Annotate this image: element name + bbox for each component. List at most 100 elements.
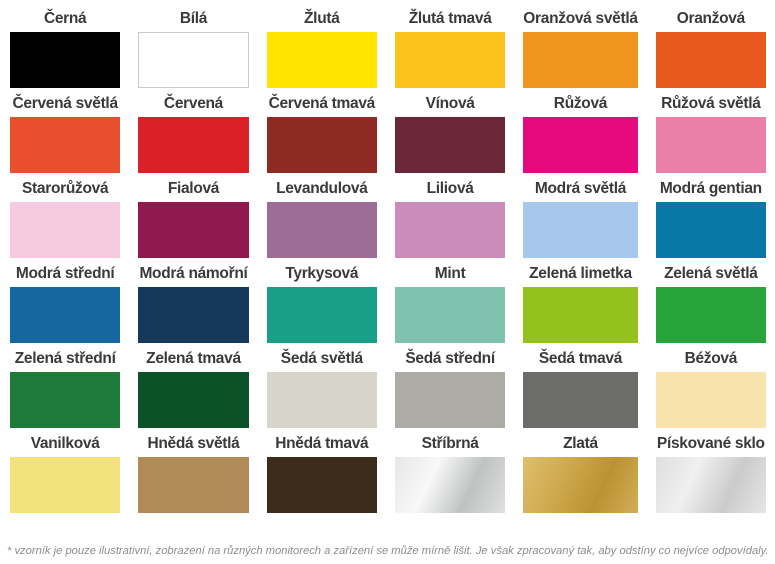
swatch-color <box>138 32 249 88</box>
swatch-cell: Žlutá <box>266 8 377 88</box>
swatch-color <box>655 202 766 258</box>
swatch-cell: Stříbrná <box>394 433 506 513</box>
swatch-cell: Mint <box>394 263 506 343</box>
swatch-label: Červená světlá <box>12 95 119 112</box>
swatch-color <box>523 117 638 173</box>
swatch-label: Levandulová <box>276 180 368 197</box>
swatch-color <box>655 287 766 343</box>
swatch-color <box>266 202 377 258</box>
swatch-color <box>138 457 249 513</box>
swatch-label: Šedá tmavá <box>538 350 623 367</box>
swatch-label: Vanilková <box>30 435 100 452</box>
swatch-label: Růžová <box>553 95 608 112</box>
swatch-label: Žlutá tmavá <box>408 10 492 27</box>
swatch-color <box>523 32 638 88</box>
swatch-cell: Tyrkysová <box>266 263 377 343</box>
swatch-cell: Růžová <box>523 93 638 173</box>
swatch-label: Béžová <box>684 350 738 367</box>
swatch-label: Hnědá tmavá <box>275 435 369 452</box>
swatch-cell: Červená tmavá <box>266 93 377 173</box>
swatch-cell: Hnědá světlá <box>138 433 249 513</box>
swatch-label: Oranžová <box>676 10 746 27</box>
swatch-cell: Žlutá tmavá <box>394 8 506 88</box>
swatch-cell: Zlatá <box>523 433 638 513</box>
swatch-cell: Pískované sklo <box>655 433 766 513</box>
swatch-cell: Vínová <box>394 93 506 173</box>
swatch-color <box>138 117 249 173</box>
swatch-cell: Zelená střední <box>10 348 121 428</box>
swatch-label: Modrá střední <box>15 265 115 282</box>
swatch-color <box>10 287 121 343</box>
swatch-label: Bílá <box>179 10 208 27</box>
swatch-label: Pískované sklo <box>656 435 765 452</box>
swatch-cell: Černá <box>10 8 121 88</box>
swatch-cell: Starorůžová <box>10 178 121 258</box>
swatch-color <box>10 372 121 428</box>
swatch-label: Oranžová světlá <box>523 10 638 27</box>
swatch-cell: Bílá <box>138 8 249 88</box>
swatch-color <box>655 372 766 428</box>
swatch-label: Stříbrná <box>421 435 479 452</box>
swatch-cell: Šedá tmavá <box>523 348 638 428</box>
disclaimer-footnote: * vzorník je pouze ilustrativní, zobraze… <box>7 545 769 557</box>
swatch-cell: Růžová světlá <box>655 93 766 173</box>
swatch-cell: Modrá gentian <box>655 178 766 258</box>
swatch-cell: Vanilková <box>10 433 121 513</box>
swatch-label: Zelená střední <box>14 350 116 367</box>
swatch-label: Fialová <box>167 180 220 197</box>
swatch-cell: Fialová <box>138 178 249 258</box>
swatch-label: Tyrkysová <box>285 265 359 282</box>
swatch-cell: Béžová <box>655 348 766 428</box>
swatch-cell: Zelená tmavá <box>138 348 249 428</box>
swatch-label: Mint <box>434 265 466 282</box>
swatch-color <box>10 32 121 88</box>
swatch-label: Modrá světlá <box>534 180 627 197</box>
swatch-color <box>394 457 506 513</box>
swatch-color <box>138 372 249 428</box>
swatch-cell: Modrá světlá <box>523 178 638 258</box>
swatch-color <box>10 117 121 173</box>
swatch-color <box>394 372 506 428</box>
swatch-label: Zlatá <box>563 435 598 452</box>
swatch-cell: Hnědá tmavá <box>266 433 377 513</box>
swatch-cell: Šedá střední <box>394 348 506 428</box>
swatch-color <box>394 202 506 258</box>
swatch-color <box>266 457 377 513</box>
swatch-label: Žlutá <box>304 10 340 27</box>
swatch-label: Černá <box>43 10 87 27</box>
swatch-cell: Oranžová světlá <box>523 8 638 88</box>
swatch-label: Liliová <box>426 180 474 197</box>
swatch-color <box>138 202 249 258</box>
swatch-label: Hnědá světlá <box>147 435 240 452</box>
swatch-color <box>394 287 506 343</box>
swatch-color <box>394 117 506 173</box>
swatch-cell: Červená <box>138 93 249 173</box>
swatch-label: Zelená limetka <box>529 265 632 282</box>
swatch-label: Zelená světlá <box>664 265 758 282</box>
swatch-label: Vínová <box>425 95 475 112</box>
swatch-cell: Liliová <box>394 178 506 258</box>
swatch-color <box>266 117 377 173</box>
swatch-label: Starorůžová <box>22 180 109 197</box>
swatch-label: Zelená tmavá <box>146 350 241 367</box>
swatch-color <box>266 32 377 88</box>
swatch-color <box>655 32 766 88</box>
swatch-color <box>394 32 506 88</box>
swatch-color <box>266 372 377 428</box>
swatch-color <box>138 287 249 343</box>
swatch-color <box>266 287 377 343</box>
swatch-color <box>10 457 121 513</box>
swatch-color <box>655 457 766 513</box>
swatch-label: Červená <box>163 95 223 112</box>
swatch-color <box>523 202 638 258</box>
swatch-cell: Oranžová <box>655 8 766 88</box>
swatch-label: Šedá světlá <box>280 350 363 367</box>
swatch-cell: Levandulová <box>266 178 377 258</box>
swatch-label: Šedá střední <box>405 350 495 367</box>
swatch-label: Růžová světlá <box>661 95 761 112</box>
swatch-color <box>523 287 638 343</box>
swatch-color <box>523 457 638 513</box>
swatch-label: Modrá gentian <box>659 180 762 197</box>
swatch-grid: Černá Bílá Žlutá Žlutá tmavá Oranžová sv… <box>10 8 766 518</box>
